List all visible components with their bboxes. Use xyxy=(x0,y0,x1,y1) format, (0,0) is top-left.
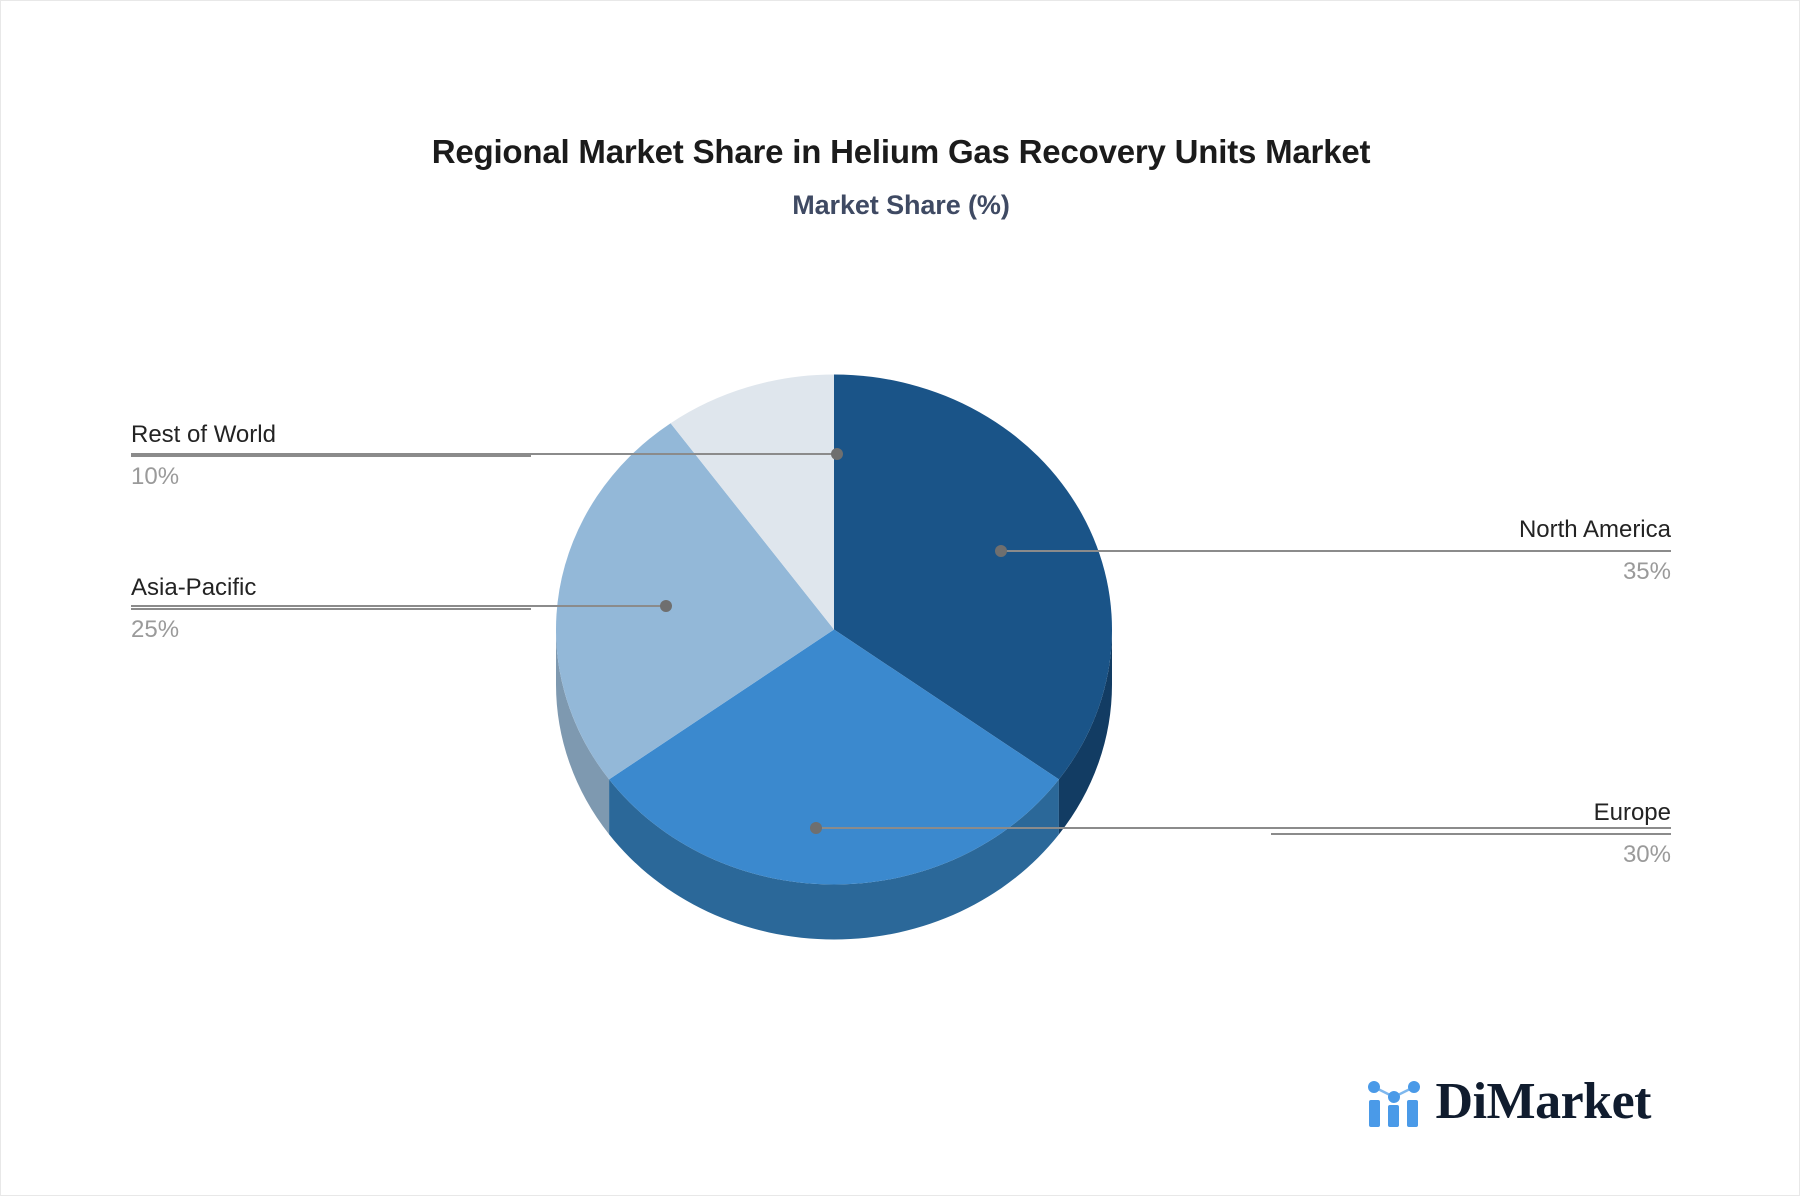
leader-dot-north-america xyxy=(995,545,1007,557)
callout-asia-pacific: Asia-Pacific 25% xyxy=(131,574,531,643)
callout-value-rest-of-world: 10% xyxy=(131,462,180,490)
pie-slice-europe xyxy=(609,629,1059,885)
title-block: Regional Market Share in Helium Gas Reco… xyxy=(1,131,1800,221)
callout-label-europe: Europe xyxy=(1593,799,1671,826)
pie-slice-rest-of-world xyxy=(670,374,834,630)
pie-slice-north-america xyxy=(834,374,1112,780)
callout-value-north-america: 35% xyxy=(1622,557,1671,585)
callout-rule-north-america xyxy=(1271,549,1671,552)
callout-north-america: North America 35% xyxy=(1271,516,1671,585)
callout-label-north-america: North America xyxy=(1518,516,1671,543)
logo-wordmark: DiMarket xyxy=(1435,1073,1652,1130)
pie-slice-asia-pacific xyxy=(556,423,834,780)
page-title: Regional Market Share in Helium Gas Reco… xyxy=(431,133,1371,170)
callout-rule-europe xyxy=(1271,832,1671,835)
callout-rule-asia-pacific xyxy=(131,607,531,610)
leader-dot-asia-pacific xyxy=(660,600,672,612)
pie-top-faces xyxy=(556,374,1112,885)
bar-chart-logo-icon xyxy=(1367,1081,1420,1127)
callout-europe: Europe 30% xyxy=(1271,799,1671,868)
pie-depth-walls xyxy=(556,629,1112,940)
pie-side-asia-pacific xyxy=(556,629,610,835)
pie-side-europe xyxy=(609,779,1059,940)
callout-value-europe: 30% xyxy=(1622,840,1671,868)
leader-dot-europe xyxy=(810,822,822,834)
callout-label-asia-pacific: Asia-Pacific xyxy=(131,574,257,601)
leader-dot-rest-of-world xyxy=(831,448,843,460)
callout-value-asia-pacific: 25% xyxy=(131,615,180,643)
pie-side-north-america xyxy=(1058,629,1112,835)
callout-rest-of-world: Rest of World 10% xyxy=(131,421,531,490)
callout-label-rest-of-world: Rest of World xyxy=(131,421,276,448)
callout-rule-rest-of-world xyxy=(131,454,531,457)
dimarket-logo: DiMarket xyxy=(1366,1073,1652,1130)
chart-subtitle: Market Share (%) xyxy=(792,190,1010,221)
